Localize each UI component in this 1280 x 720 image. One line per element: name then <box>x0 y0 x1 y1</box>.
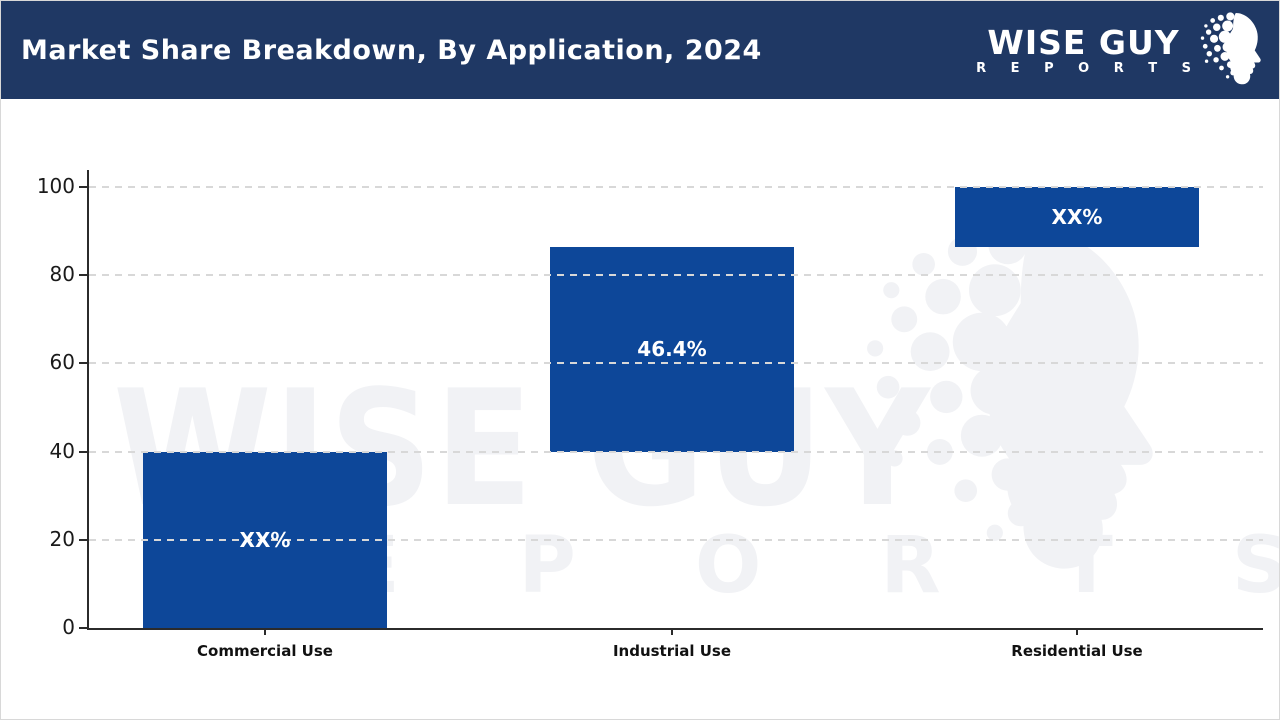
y-tick-label: 100 <box>36 174 75 198</box>
gridline-y-20 <box>89 538 1263 541</box>
gridline-y-100 <box>89 186 1263 188</box>
y-tick-0 <box>79 627 87 629</box>
header: Market Share Breakdown, By Application, … <box>1 1 1279 99</box>
y-tick-label: 60 <box>49 350 75 375</box>
bar-industrial-use <box>550 247 794 452</box>
bar-value-label: 46.4% <box>637 337 707 362</box>
y-tick-label: 20 <box>49 526 75 551</box>
y-tick-label: 0 <box>62 615 75 639</box>
logo-head-icon <box>1197 11 1265 89</box>
x-tick-3 <box>1076 628 1078 635</box>
plot-area: 0 20 40 60 80 100 XX% 46.4% XX% Commercial Use Ind… <box>37 170 1263 660</box>
x-tick-1 <box>264 628 266 635</box>
logo-wordmark: WISE GUY <box>987 22 1180 62</box>
y-tick-40 <box>79 450 87 453</box>
logo-text: WISE GUY R E P O R T S <box>966 26 1201 75</box>
y-tick-60 <box>79 362 87 365</box>
chart-area: WISE GUY R E P O R T S 0 20 40 60 80 100 XX% 46… <box>1 99 1279 719</box>
gridline-y-60 <box>89 362 1263 365</box>
x-category-label: Residential Use <box>1011 642 1143 660</box>
bar-value-label: XX% <box>239 527 291 552</box>
y-axis-line <box>87 170 89 629</box>
gridline-y-80 <box>89 274 1263 277</box>
bar-value-label: XX% <box>1051 205 1103 229</box>
x-tick-2 <box>671 628 673 635</box>
logo-subtitle: R E P O R T S <box>976 60 1201 76</box>
y-tick-20 <box>79 538 87 541</box>
wise-guy-reports-logo: WISE GUY R E P O R T S <box>966 11 1265 89</box>
x-category-label: Industrial Use <box>612 642 732 660</box>
gridline-y-40 <box>89 450 1263 453</box>
x-category-label: Commercial Use <box>197 642 333 660</box>
x-axis-line <box>87 628 1263 630</box>
y-tick-80 <box>79 274 87 277</box>
y-tick-label: 80 <box>49 262 75 287</box>
page-title: Market Share Breakdown, By Application, … <box>21 34 762 66</box>
y-tick-label: 40 <box>49 438 75 463</box>
y-tick-100 <box>79 186 87 188</box>
